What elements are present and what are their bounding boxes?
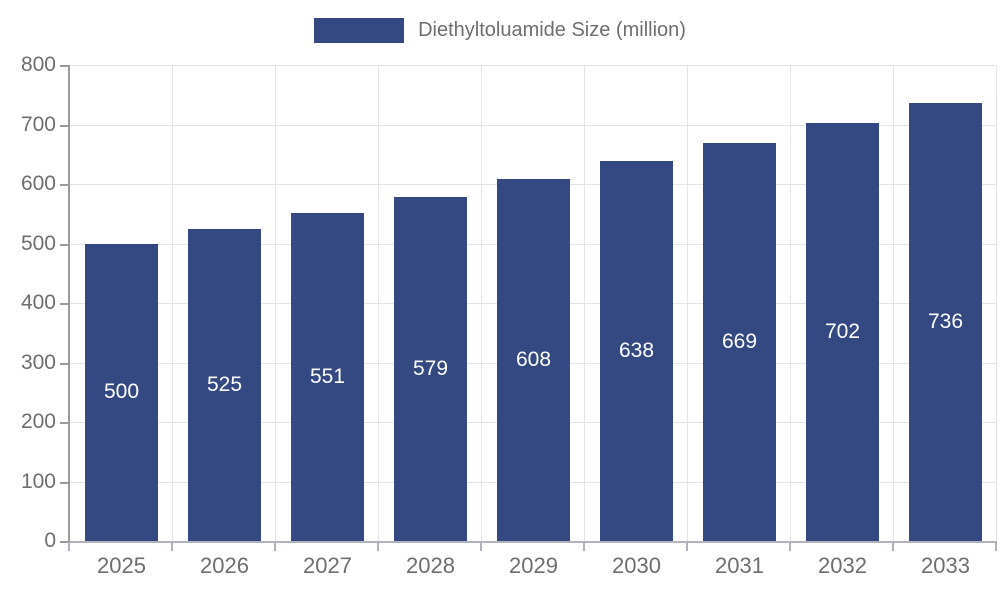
y-axis-tick <box>60 124 68 127</box>
bar[interactable]: 736 <box>909 103 982 541</box>
x-axis-tick-label: 2031 <box>715 553 764 578</box>
x-axis-tick-label: 2028 <box>406 553 455 578</box>
x-gridline <box>687 65 688 541</box>
x-axis-tick-label: 2029 <box>509 553 558 578</box>
bar[interactable]: 551 <box>291 213 364 541</box>
x-gridline <box>378 65 379 541</box>
y-axis-tick-label: 700 <box>20 112 56 136</box>
x-axis-tick-label: 2026 <box>200 553 249 578</box>
bar[interactable]: 669 <box>703 142 776 541</box>
x-axis-tick <box>377 543 379 551</box>
x-gridline <box>275 65 276 541</box>
x-axis-tick-label: 2030 <box>612 553 661 578</box>
x-axis-tick <box>583 543 585 551</box>
y-axis-tick-label: 200 <box>20 410 56 433</box>
y-axis-tick-label: 500 <box>20 231 56 255</box>
x-axis-tick <box>274 543 276 551</box>
plot-area: 0 100 200 300 400 500 600 700 800 500 2025 525 2026 5… <box>21 53 997 578</box>
y-axis-tick-label: 800 <box>20 53 56 76</box>
bar[interactable]: 579 <box>394 196 467 541</box>
legend-item[interactable]: Diethyltoluamide Size (million) <box>0 18 1000 43</box>
y-axis-tick <box>60 481 68 484</box>
y-axis-tick-label: 600 <box>20 172 56 195</box>
bar[interactable]: 638 <box>600 161 673 541</box>
bar[interactable]: 500 <box>85 243 158 541</box>
x-axis-tick-label: 2025 <box>97 553 146 578</box>
bar-value-label: 579 <box>412 356 449 380</box>
bar[interactable]: 702 <box>806 123 879 541</box>
x-gridline <box>790 65 791 541</box>
x-axis-tick <box>68 543 70 551</box>
bar-value-label: 638 <box>618 339 655 363</box>
bar-value-label: 669 <box>721 329 758 353</box>
y-axis-tick <box>60 422 68 424</box>
y-axis-tick <box>60 303 68 305</box>
y-axis-tick <box>60 362 68 365</box>
y-gridline <box>70 65 997 66</box>
bar[interactable]: 608 <box>497 179 570 541</box>
bar[interactable]: 525 <box>188 228 261 541</box>
x-gridline <box>996 65 997 541</box>
y-axis-tick <box>60 65 68 67</box>
bar-value-label: 608 <box>515 348 552 372</box>
legend-label: Diethyltoluamide Size (million) <box>418 19 686 41</box>
legend-swatch-icon <box>314 18 405 43</box>
y-axis-tick <box>60 184 68 186</box>
x-axis-tick <box>789 543 791 551</box>
x-axis-tick-label: 2027 <box>303 553 352 578</box>
bar-value-label: 500 <box>103 380 140 404</box>
x-axis-tick <box>892 543 894 551</box>
x-axis-tick-label: 2032 <box>818 553 867 578</box>
bar-value-label: 702 <box>824 320 861 344</box>
x-axis-tick <box>480 543 482 551</box>
y-axis-tick-label: 0 <box>44 529 56 552</box>
x-axis-tick-label: 2033 <box>921 553 970 578</box>
y-axis-tick <box>60 243 68 246</box>
bar-value-label: 551 <box>309 365 346 389</box>
bar-value-label: 525 <box>206 372 243 396</box>
y-gridline <box>70 124 997 126</box>
x-axis-tick <box>995 543 997 551</box>
x-gridline <box>481 65 482 541</box>
y-axis-tick-label: 100 <box>20 469 56 493</box>
y-axis-tick <box>60 541 68 543</box>
x-gridline <box>584 65 585 541</box>
x-axis-tick <box>686 543 688 551</box>
x-axis-tick <box>171 543 173 551</box>
y-axis-tick-label: 400 <box>20 291 56 314</box>
x-gridline <box>893 65 894 541</box>
x-gridline <box>172 65 173 541</box>
y-axis-tick-label: 300 <box>20 350 56 374</box>
bar-value-label: 736 <box>927 310 964 334</box>
